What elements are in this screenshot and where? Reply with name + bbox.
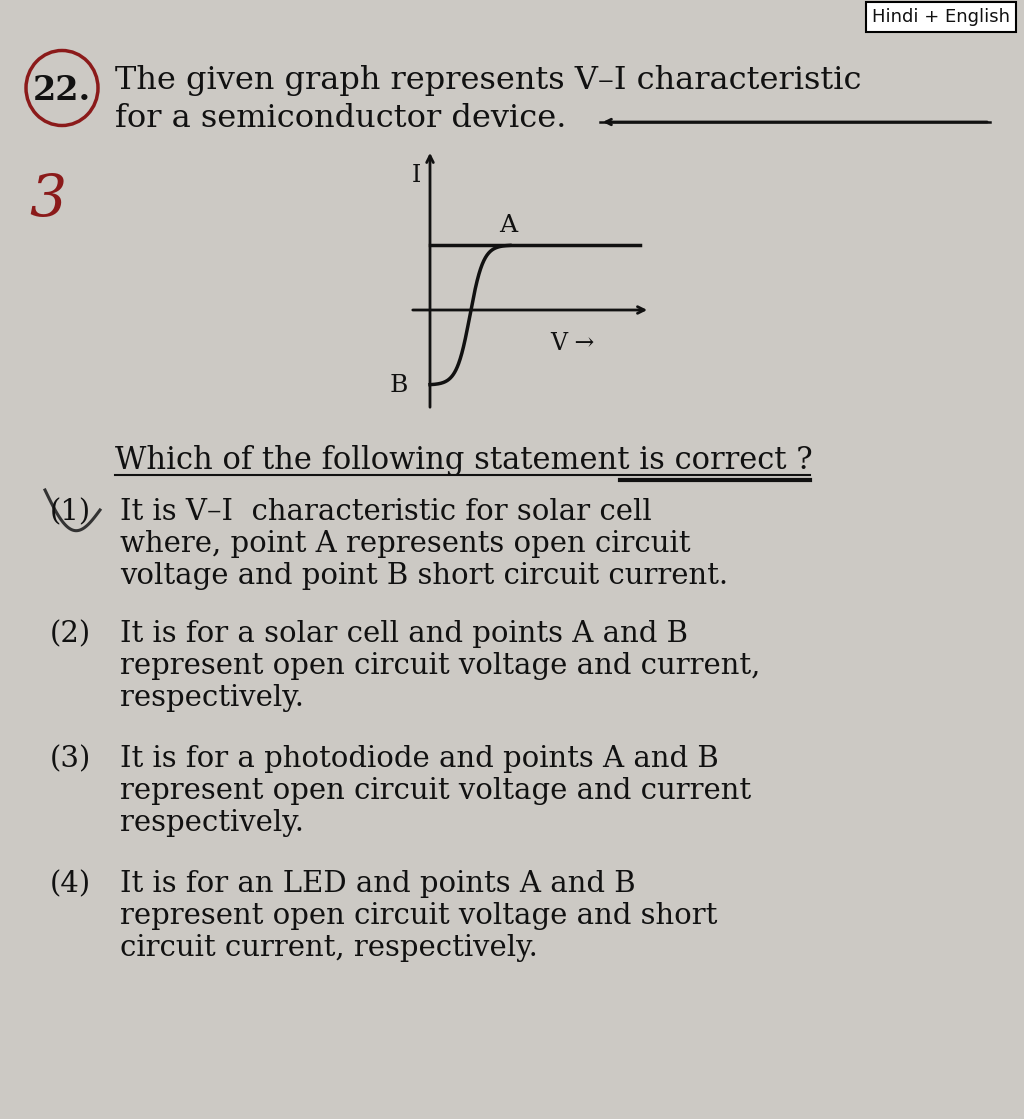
Text: for a semiconductor device.: for a semiconductor device. [115, 103, 566, 134]
Text: I: I [412, 163, 421, 187]
Text: where, point A represents open circuit: where, point A represents open circuit [120, 530, 690, 558]
Text: represent open circuit voltage and short: represent open circuit voltage and short [120, 902, 718, 930]
Text: It is for an LED and points A and B: It is for an LED and points A and B [120, 869, 636, 899]
Text: respectively.: respectively. [120, 684, 304, 712]
Text: 22.: 22. [33, 74, 91, 106]
Text: It is for a photodiode and points A and B: It is for a photodiode and points A and … [120, 745, 719, 773]
Text: represent open circuit voltage and current,: represent open circuit voltage and curre… [120, 652, 761, 680]
Text: (1): (1) [50, 498, 91, 526]
Text: Which of the following statement is correct ?: Which of the following statement is corr… [115, 445, 813, 476]
Text: 3: 3 [30, 171, 67, 228]
Text: The given graph represents V–I characteristic: The given graph represents V–I character… [115, 65, 861, 96]
Text: A: A [499, 214, 517, 237]
Text: (4): (4) [50, 869, 91, 899]
Text: V →: V → [550, 332, 594, 355]
Text: represent open circuit voltage and current: represent open circuit voltage and curre… [120, 777, 752, 805]
Text: Hindi + English: Hindi + English [872, 8, 1010, 26]
Text: B: B [389, 374, 408, 396]
Text: It is V–I  characteristic for solar cell: It is V–I characteristic for solar cell [120, 498, 651, 526]
Text: (2): (2) [50, 620, 91, 648]
Text: voltage and point B short circuit current.: voltage and point B short circuit curren… [120, 562, 728, 590]
Text: (3): (3) [50, 745, 91, 773]
Text: circuit current, respectively.: circuit current, respectively. [120, 934, 538, 962]
Text: It is for a solar cell and points A and B: It is for a solar cell and points A and … [120, 620, 688, 648]
Text: respectively.: respectively. [120, 809, 304, 837]
